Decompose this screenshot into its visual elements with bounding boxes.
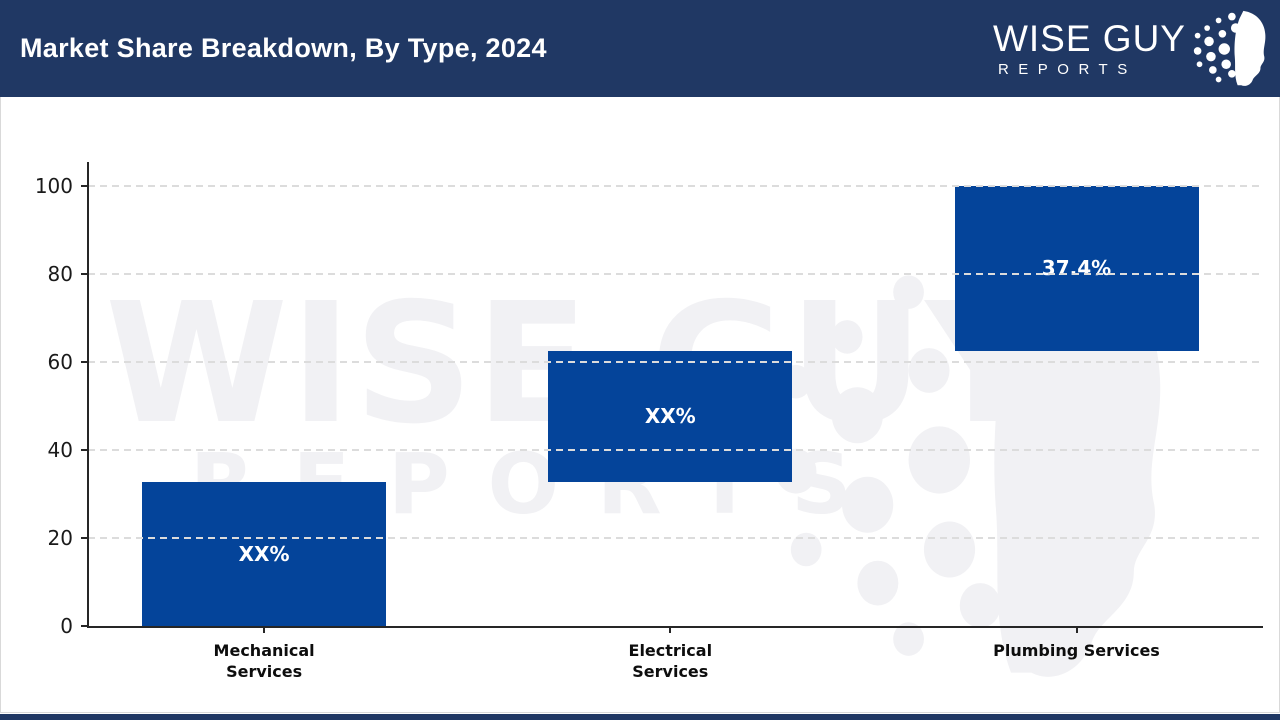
y-tick-label: 40 [47,438,73,462]
app-header: Market Share Breakdown, By Type, 2024 WI… [0,0,1280,97]
y-tick [81,449,88,451]
brand-logo-text: WISE GUY REPORTS [993,20,1186,78]
brand-logo: WISE GUY REPORTS [993,8,1270,90]
x-category-label-line: Services [632,662,709,681]
y-tick-label: 0 [60,614,73,638]
bar-2: XX% [548,350,793,483]
y-tick-label: 60 [47,350,73,374]
grid-line [88,361,1262,363]
x-category-label: Plumbing Services [962,640,1192,661]
grid-line [88,537,1262,539]
y-axis-line [87,162,89,628]
y-tick-label: 100 [34,174,73,198]
bar-value-label: XX% [644,404,696,429]
y-tick [81,537,88,539]
x-axis-line [87,626,1263,628]
grid-line [88,273,1262,275]
brand-reports-label: REPORTS [997,61,1137,78]
bar-value-label: XX% [238,542,290,567]
bar-3: 37.4% [954,186,1199,351]
x-category-label-line: Electrical [628,641,713,660]
y-tick [81,185,88,187]
y-tick [81,273,88,275]
grid-line [88,449,1262,451]
x-tick [263,627,266,633]
footer-bar [0,714,1280,720]
grid-line [88,185,1262,187]
brand-wordmark: WISE GUY [992,18,1186,59]
x-category-label-line: Services [226,662,303,681]
x-tick [669,627,672,633]
x-category-label: Mechanical Services [149,640,379,682]
x-tick [1075,627,1078,633]
y-tick-label: 80 [47,262,73,286]
page-title: Market Share Breakdown, By Type, 2024 [20,33,547,63]
logo-face-icon [1193,10,1266,86]
y-tick [81,625,88,627]
x-category-label-line: Mechanical [213,641,315,660]
bar-value-label: 37.4% [1041,256,1112,281]
bar-1: XX% [142,482,387,626]
x-category-label: Electrical Services [555,640,785,682]
y-tick-label: 20 [47,526,73,550]
x-category-label-line: Plumbing Services [993,641,1160,660]
y-tick [81,361,88,363]
